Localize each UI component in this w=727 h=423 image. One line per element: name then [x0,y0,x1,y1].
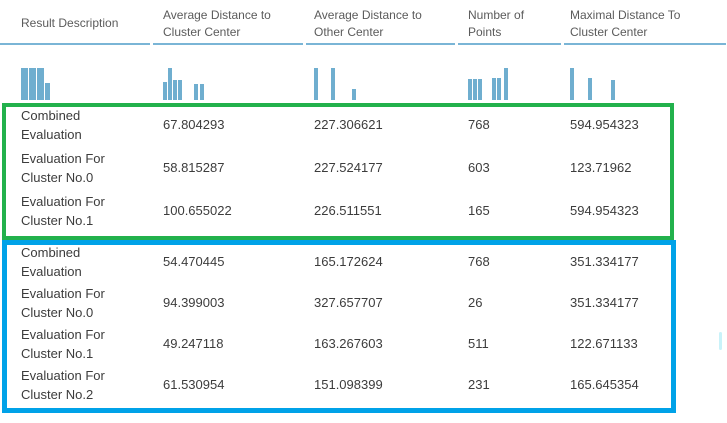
number-of-points-cell: 26 [468,295,483,310]
histogram-bar [37,68,44,100]
avg-distance-to-other-center-cell: 163.267603 [314,336,383,351]
header-underline [564,43,726,45]
histogram-bar [173,80,177,100]
result-description-text: Evaluation For Cluster No.0 [21,150,105,185]
avg-distance-to-cluster-center-cell: 49.247118 [163,336,224,351]
maximal-distance-to-cluster-center-cell: 594.954323 [570,117,639,132]
histogram-bar [163,82,167,100]
maximal-distance-to-cluster-center-cell: 165.645354 [570,377,639,392]
number-of-points-histogram [458,45,564,103]
column-header-result-description: Result Description [0,0,153,45]
avg-distance-to-other-center-cell: 227.524177 [314,160,383,175]
result-description-cell: Evaluation For Cluster No.2 [0,366,153,404]
avg-distance-to-cluster-center-cell: 67.804293 [163,117,225,132]
result-description-text: Evaluation For Cluster No.0 [21,285,105,320]
header-underline [306,43,455,45]
avg-distance-to-other-center-histogram [306,45,458,103]
histogram-bar [194,84,198,100]
column-header-avg-distance-to-other-center: Average Distance to Other Center [306,0,458,45]
histogram-bar [352,89,356,100]
number-of-points-cell: 231 [468,377,490,392]
result-description-cell: Evaluation For Cluster No.0 [0,149,153,187]
column-header-label: Result Description [21,16,119,30]
column-header-label: Number of Points [468,7,525,39]
histogram-bar [497,78,501,100]
number-of-points-cell: 768 [468,117,490,132]
histogram-bar [21,68,28,100]
maximal-distance-to-cluster-center-cell: 351.334177 [570,295,639,310]
maximal-distance-to-cluster-center-histogram [564,45,727,103]
number-of-points-cell: 511 [468,336,489,351]
column-header-maximal-distance-to-cluster-center: Maximal Distance To Cluster Center [564,0,727,45]
result-description-text: Evaluation For Cluster No.1 [21,326,105,361]
avg-distance-to-other-center-cell: 227.306621 [314,117,383,132]
result-description-histogram [0,45,153,103]
column-header-label: Maximal Distance To Cluster Center [570,7,681,39]
histogram-bar [588,78,592,100]
histogram-bar [200,84,204,100]
maximal-distance-to-cluster-center-cell: 123.71962 [570,160,632,175]
histogram-bar [468,79,472,100]
avg-distance-to-cluster-center-cell: 54.470445 [163,254,225,269]
column-histograms-row [0,45,727,103]
histogram-bar [504,68,508,100]
avg-distance-to-other-center-cell: 151.098399 [314,377,383,392]
avg-distance-to-cluster-center-cell: 61.530954 [163,377,225,392]
number-of-points-cell: 165 [468,203,490,218]
table-row: Evaluation For Cluster No.2 61.530954 15… [0,364,727,405]
histogram-bar [29,68,36,100]
result-description-cell: Combined Evaluation [0,243,153,281]
table-header-row: Result Description Average Distance to C… [0,0,727,45]
number-of-points-cell: 768 [468,254,490,269]
histogram-bar [331,68,335,100]
maximal-distance-to-cluster-center-cell: 594.954323 [570,203,639,218]
avg-distance-to-other-center-cell: 327.657707 [314,295,383,310]
column-header-number-of-points: Number of Points [458,0,564,45]
result-description-cell: Evaluation For Cluster No.0 [0,284,153,322]
header-underline [458,43,561,45]
result-description-text: Evaluation For Cluster No.1 [21,193,105,228]
histogram-bar [492,78,496,100]
maximal-distance-to-cluster-center-cell: 351.334177 [570,254,639,269]
histogram-bar [168,68,172,100]
table-row: Evaluation For Cluster No.0 94.399003 32… [0,282,727,323]
histogram-bar [178,80,182,100]
result-description-text: Combined Evaluation [21,107,82,142]
histogram-bar [314,68,318,100]
maximal-distance-to-cluster-center-cell: 122.671133 [570,336,638,351]
histogram-bar [478,79,482,100]
avg-distance-to-cluster-center-cell: 58.815287 [163,160,225,175]
table-row: Evaluation For Cluster No.1 49.247118 16… [0,323,727,364]
number-of-points-cell: 603 [468,160,490,175]
table-row: Evaluation For Cluster No.0 58.815287 22… [0,146,727,189]
avg-distance-to-other-center-cell: 165.172624 [314,254,383,269]
result-description-text: Combined Evaluation [21,244,82,279]
avg-distance-to-cluster-center-histogram [153,45,306,103]
column-header-label: Average Distance to Cluster Center [163,7,271,39]
result-description-cell: Evaluation For Cluster No.1 [0,325,153,363]
histogram-bar [611,80,615,100]
avg-distance-to-cluster-center-cell: 94.399003 [163,295,225,310]
result-description-text: Evaluation For Cluster No.2 [21,367,105,402]
histogram-bar [473,79,477,100]
scrollbar-thumb[interactable] [719,332,722,350]
histogram-bar [45,83,50,100]
avg-distance-to-other-center-cell: 226.511551 [314,203,382,218]
table-row: Evaluation For Cluster No.1 100.655022 2… [0,189,727,232]
header-underline [0,43,150,45]
column-header-avg-distance-to-cluster-center: Average Distance to Cluster Center [153,0,306,45]
table-row: Combined Evaluation 67.804293 227.306621… [0,103,727,146]
histogram-bar [570,68,574,100]
result-description-cell: Combined Evaluation [0,106,153,144]
avg-distance-to-cluster-center-cell: 100.655022 [163,203,232,218]
table-row: Combined Evaluation 54.470445 165.172624… [0,241,727,282]
result-description-cell: Evaluation For Cluster No.1 [0,192,153,230]
header-underline [153,43,303,45]
column-header-label: Average Distance to Other Center [314,7,422,39]
